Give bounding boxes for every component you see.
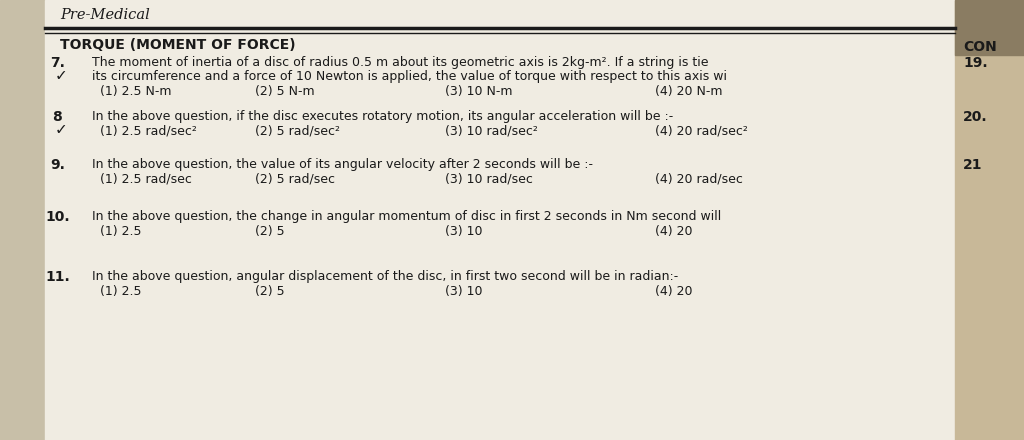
Text: (1) 2.5: (1) 2.5 [100, 225, 141, 238]
Text: TORQUE (MOMENT OF FORCE): TORQUE (MOMENT OF FORCE) [60, 38, 296, 52]
Text: In the above question, if the disc executes rotatory motion, its angular acceler: In the above question, if the disc execu… [92, 110, 673, 123]
Text: In the above question, angular displacement of the disc, in first two second wil: In the above question, angular displacem… [92, 270, 678, 283]
Text: (1) 2.5 N-m: (1) 2.5 N-m [100, 85, 171, 98]
Text: (4) 20 N-m: (4) 20 N-m [655, 85, 723, 98]
Text: ✓: ✓ [55, 122, 68, 137]
Text: (4) 20: (4) 20 [655, 285, 692, 298]
Bar [955, 0, 1024, 440]
Text: (3) 10 rad/sec²: (3) 10 rad/sec² [445, 124, 538, 137]
Text: (4) 20: (4) 20 [655, 225, 692, 238]
Bar [955, 0, 1024, 55]
Bar [45, 0, 955, 440]
Text: 9.: 9. [50, 158, 65, 172]
Text: The moment of inertia of a disc of radius 0.5 m about its geometric axis is 2kg-: The moment of inertia of a disc of radiu… [92, 56, 709, 69]
Text: (3) 10 N-m: (3) 10 N-m [445, 85, 512, 98]
Text: (2) 5 rad/sec: (2) 5 rad/sec [255, 172, 335, 185]
Text: (4) 20 rad/sec²: (4) 20 rad/sec² [655, 124, 748, 137]
Text: 10.: 10. [45, 210, 70, 224]
Text: (3) 10 rad/sec: (3) 10 rad/sec [445, 172, 532, 185]
Text: 11.: 11. [45, 270, 70, 284]
Text: In the above question, the value of its angular velocity after 2 seconds will be: In the above question, the value of its … [92, 158, 593, 171]
Text: 19.: 19. [963, 56, 987, 70]
Text: Pre-Medical: Pre-Medical [60, 8, 150, 22]
Text: (2) 5: (2) 5 [255, 225, 285, 238]
Text: (3) 10: (3) 10 [445, 285, 482, 298]
Text: (1) 2.5 rad/sec: (1) 2.5 rad/sec [100, 172, 191, 185]
Text: (2) 5 N-m: (2) 5 N-m [255, 85, 314, 98]
Text: its circumference and a force of 10 Newton is applied, the value of torque with : its circumference and a force of 10 Newt… [92, 70, 727, 83]
Text: In the above question, the change in angular momentum of disc in first 2 seconds: In the above question, the change in ang… [92, 210, 721, 223]
Text: CON: CON [963, 40, 996, 54]
Text: (3) 10: (3) 10 [445, 225, 482, 238]
Text: (1) 2.5 rad/sec²: (1) 2.5 rad/sec² [100, 124, 197, 137]
Text: 21: 21 [963, 158, 982, 172]
Text: 20.: 20. [963, 110, 987, 124]
Text: (2) 5 rad/sec²: (2) 5 rad/sec² [255, 124, 340, 137]
Text: 8: 8 [52, 110, 61, 124]
Text: (4) 20 rad/sec: (4) 20 rad/sec [655, 172, 742, 185]
Text: (1) 2.5: (1) 2.5 [100, 285, 141, 298]
Text: 7.: 7. [50, 56, 65, 70]
Text: (2) 5: (2) 5 [255, 285, 285, 298]
Text: ✓: ✓ [55, 68, 68, 83]
